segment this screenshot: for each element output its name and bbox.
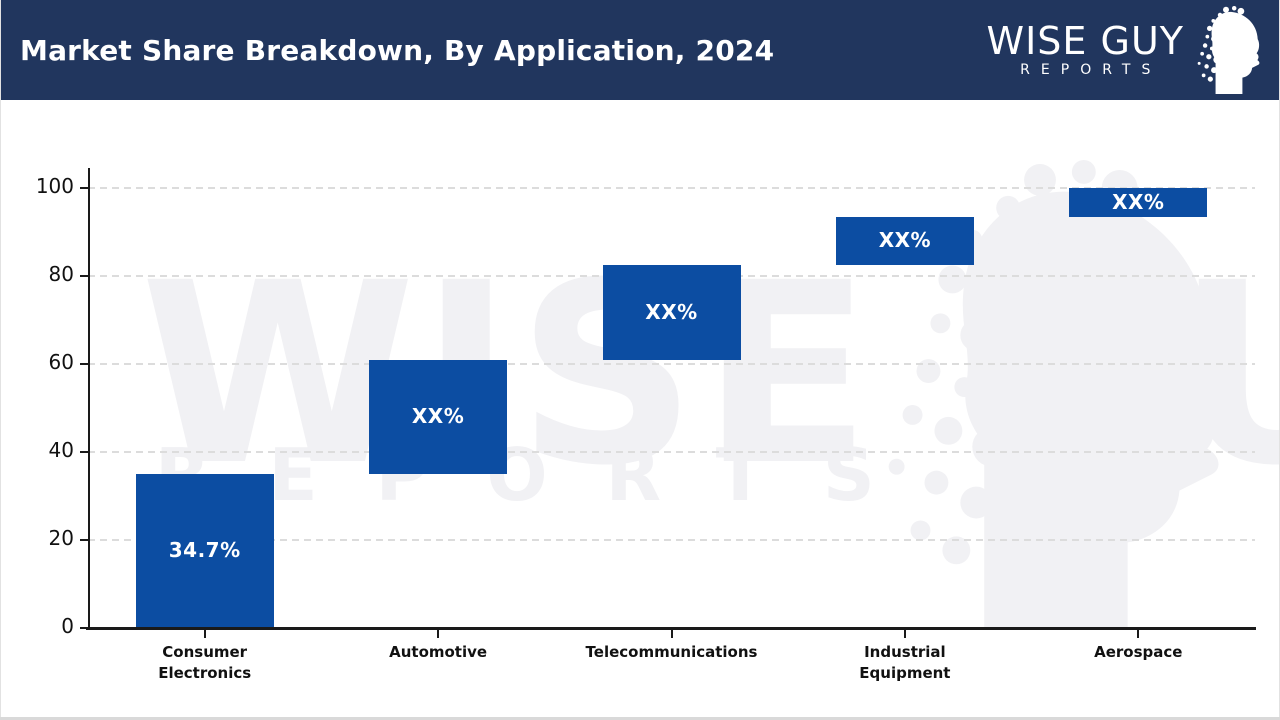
x-tick-mark	[437, 630, 440, 638]
y-tick-label: 100	[35, 174, 74, 198]
bar-telecommunications	[602, 264, 741, 361]
y-tick-mark	[80, 187, 88, 189]
y-tick-label: 20	[48, 526, 74, 550]
logo-text: WISE GUY REPORTS	[987, 21, 1184, 79]
y-tick-label: 80	[48, 262, 74, 286]
waterfall-chart: 0 20 40 60 80 100 34.7% Consumer Electronics XX%…	[0, 100, 1280, 720]
x-category-label-industrial-equipment: Industrial Equipment	[859, 643, 951, 682]
gridline-40	[88, 451, 1255, 453]
bar-automotive	[369, 360, 508, 475]
y-tick-label: 40	[48, 438, 74, 462]
bar-value-label-consumer-electronics: 34.7%	[168, 537, 241, 562]
bar-industrial-equipment	[835, 217, 974, 265]
bar-aerospace	[1069, 187, 1208, 218]
logo-wiseguy-label: WISE GUY	[986, 19, 1184, 63]
y-tick-mark	[80, 539, 88, 541]
x-tick-mark	[1137, 630, 1140, 638]
wise-guy-reports-logo: WISE GUY REPORTS	[987, 6, 1280, 94]
y-tick-mark	[80, 363, 88, 365]
chart-title: Market Share Breakdown, By Application, …	[20, 33, 775, 67]
y-tick-label: 0	[61, 614, 74, 638]
gridline-60	[88, 363, 1255, 365]
y-tick-mark	[80, 451, 88, 453]
gridline-20	[88, 539, 1255, 541]
y-tick-mark	[80, 627, 88, 629]
x-category-label-consumer-electronics: Consumer Electronics	[158, 643, 252, 682]
bar-value-label-telecommunications: XX%	[645, 299, 698, 324]
bar-value-label-automotive: XX%	[411, 404, 465, 429]
gridline-100	[88, 187, 1255, 189]
header-bar: Market Share Breakdown, By Application, …	[0, 0, 1280, 100]
bar-value-label-aerospace: XX%	[1112, 189, 1165, 214]
logo-head-icon	[1186, 6, 1266, 94]
x-tick-mark	[903, 630, 906, 638]
bar-consumer-electronics	[135, 474, 274, 627]
x-tick-mark	[203, 630, 206, 638]
x-category-label-automotive: Automotive	[389, 643, 488, 661]
logo-reports-label: REPORTS	[1020, 62, 1162, 78]
bar-value-label-industrial-equipment: XX%	[878, 228, 932, 253]
x-axis-line	[86, 627, 1256, 630]
x-category-label-telecommunications: Telecommunications	[585, 643, 758, 661]
y-tick-label: 60	[48, 350, 74, 374]
x-category-label-aerospace: Aerospace	[1094, 643, 1183, 661]
x-tick-mark	[670, 630, 673, 638]
watermark-reports-text: REPORTS	[155, 433, 933, 517]
y-axis-line	[88, 168, 90, 629]
y-tick-mark	[80, 275, 88, 277]
